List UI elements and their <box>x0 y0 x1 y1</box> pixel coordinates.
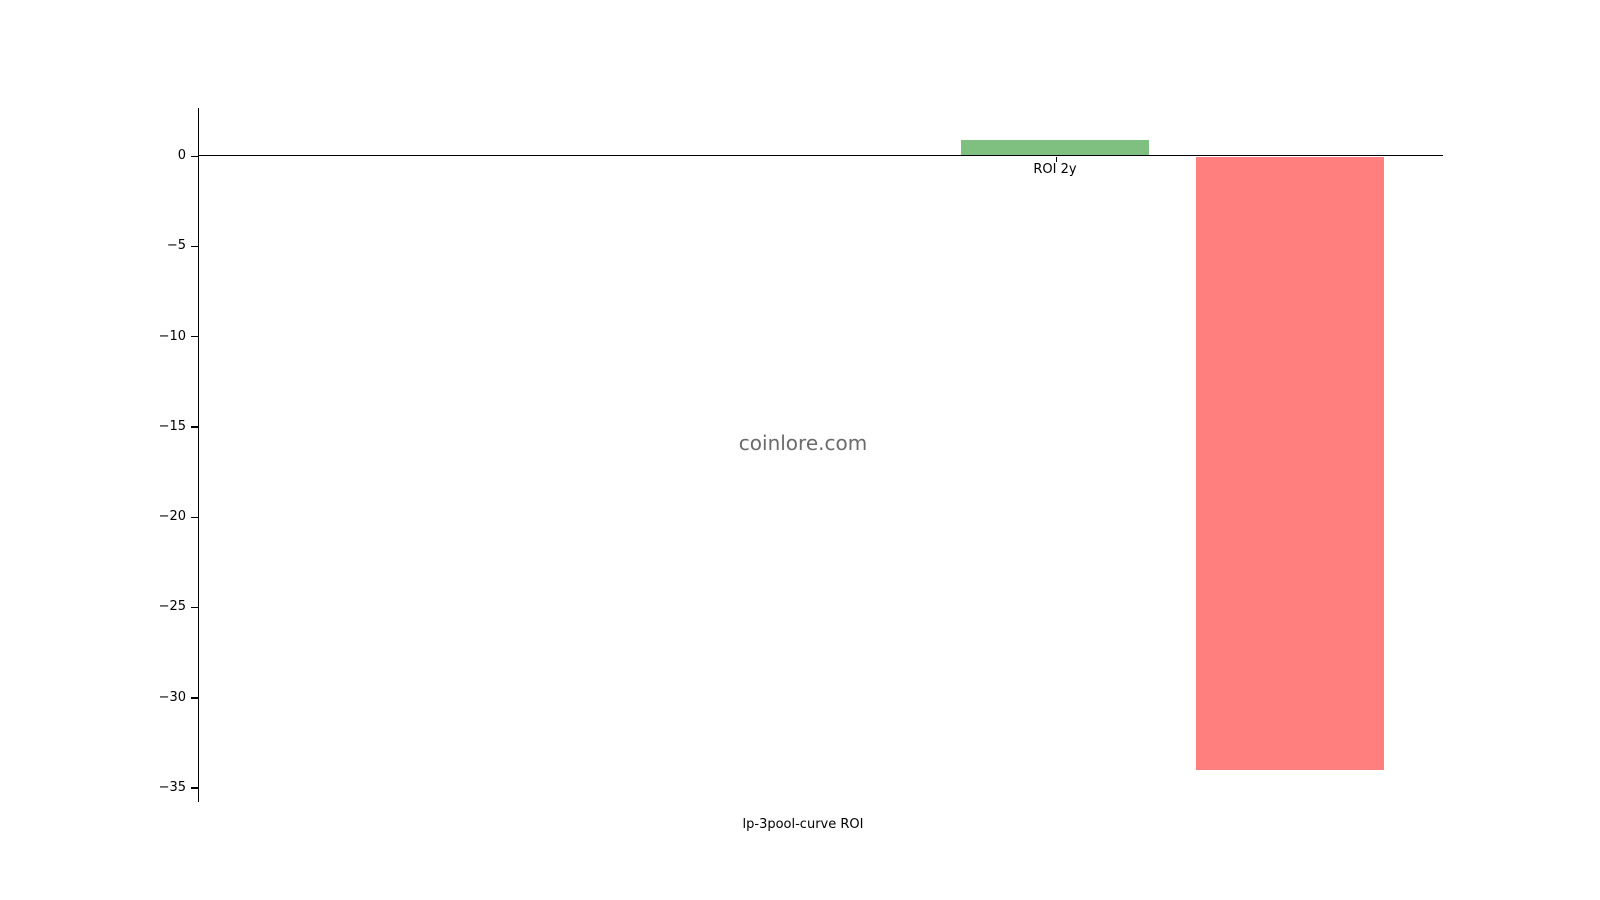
y-tick <box>191 426 198 428</box>
bar-roi-2y <box>961 139 1149 156</box>
y-tick <box>191 787 198 789</box>
y-tick <box>191 516 198 518</box>
y-tick <box>191 336 198 338</box>
bar-series-1 <box>1195 156 1384 771</box>
y-tick <box>191 155 198 157</box>
x-tick-label: ROI 2y <box>1033 162 1077 177</box>
y-tick-label: −35 <box>158 779 186 795</box>
y-tick-label: −5 <box>166 238 186 254</box>
y-tick-label: −25 <box>158 599 186 615</box>
x-tick <box>1055 156 1057 162</box>
y-tick-label: −15 <box>158 418 186 434</box>
x-axis-zero-line <box>198 155 1443 157</box>
y-tick-label: 0 <box>177 148 186 163</box>
y-tick-label: −20 <box>158 509 186 525</box>
watermark-text: coinlore.com <box>738 431 868 455</box>
y-tick <box>191 697 198 699</box>
y-axis-line <box>198 108 200 802</box>
y-tick-label: −30 <box>158 689 186 705</box>
y-tick <box>191 245 198 248</box>
y-tick-label: −10 <box>158 328 186 344</box>
y-tick <box>191 606 198 609</box>
chart-title: lp-3pool-curve ROI <box>742 817 864 832</box>
